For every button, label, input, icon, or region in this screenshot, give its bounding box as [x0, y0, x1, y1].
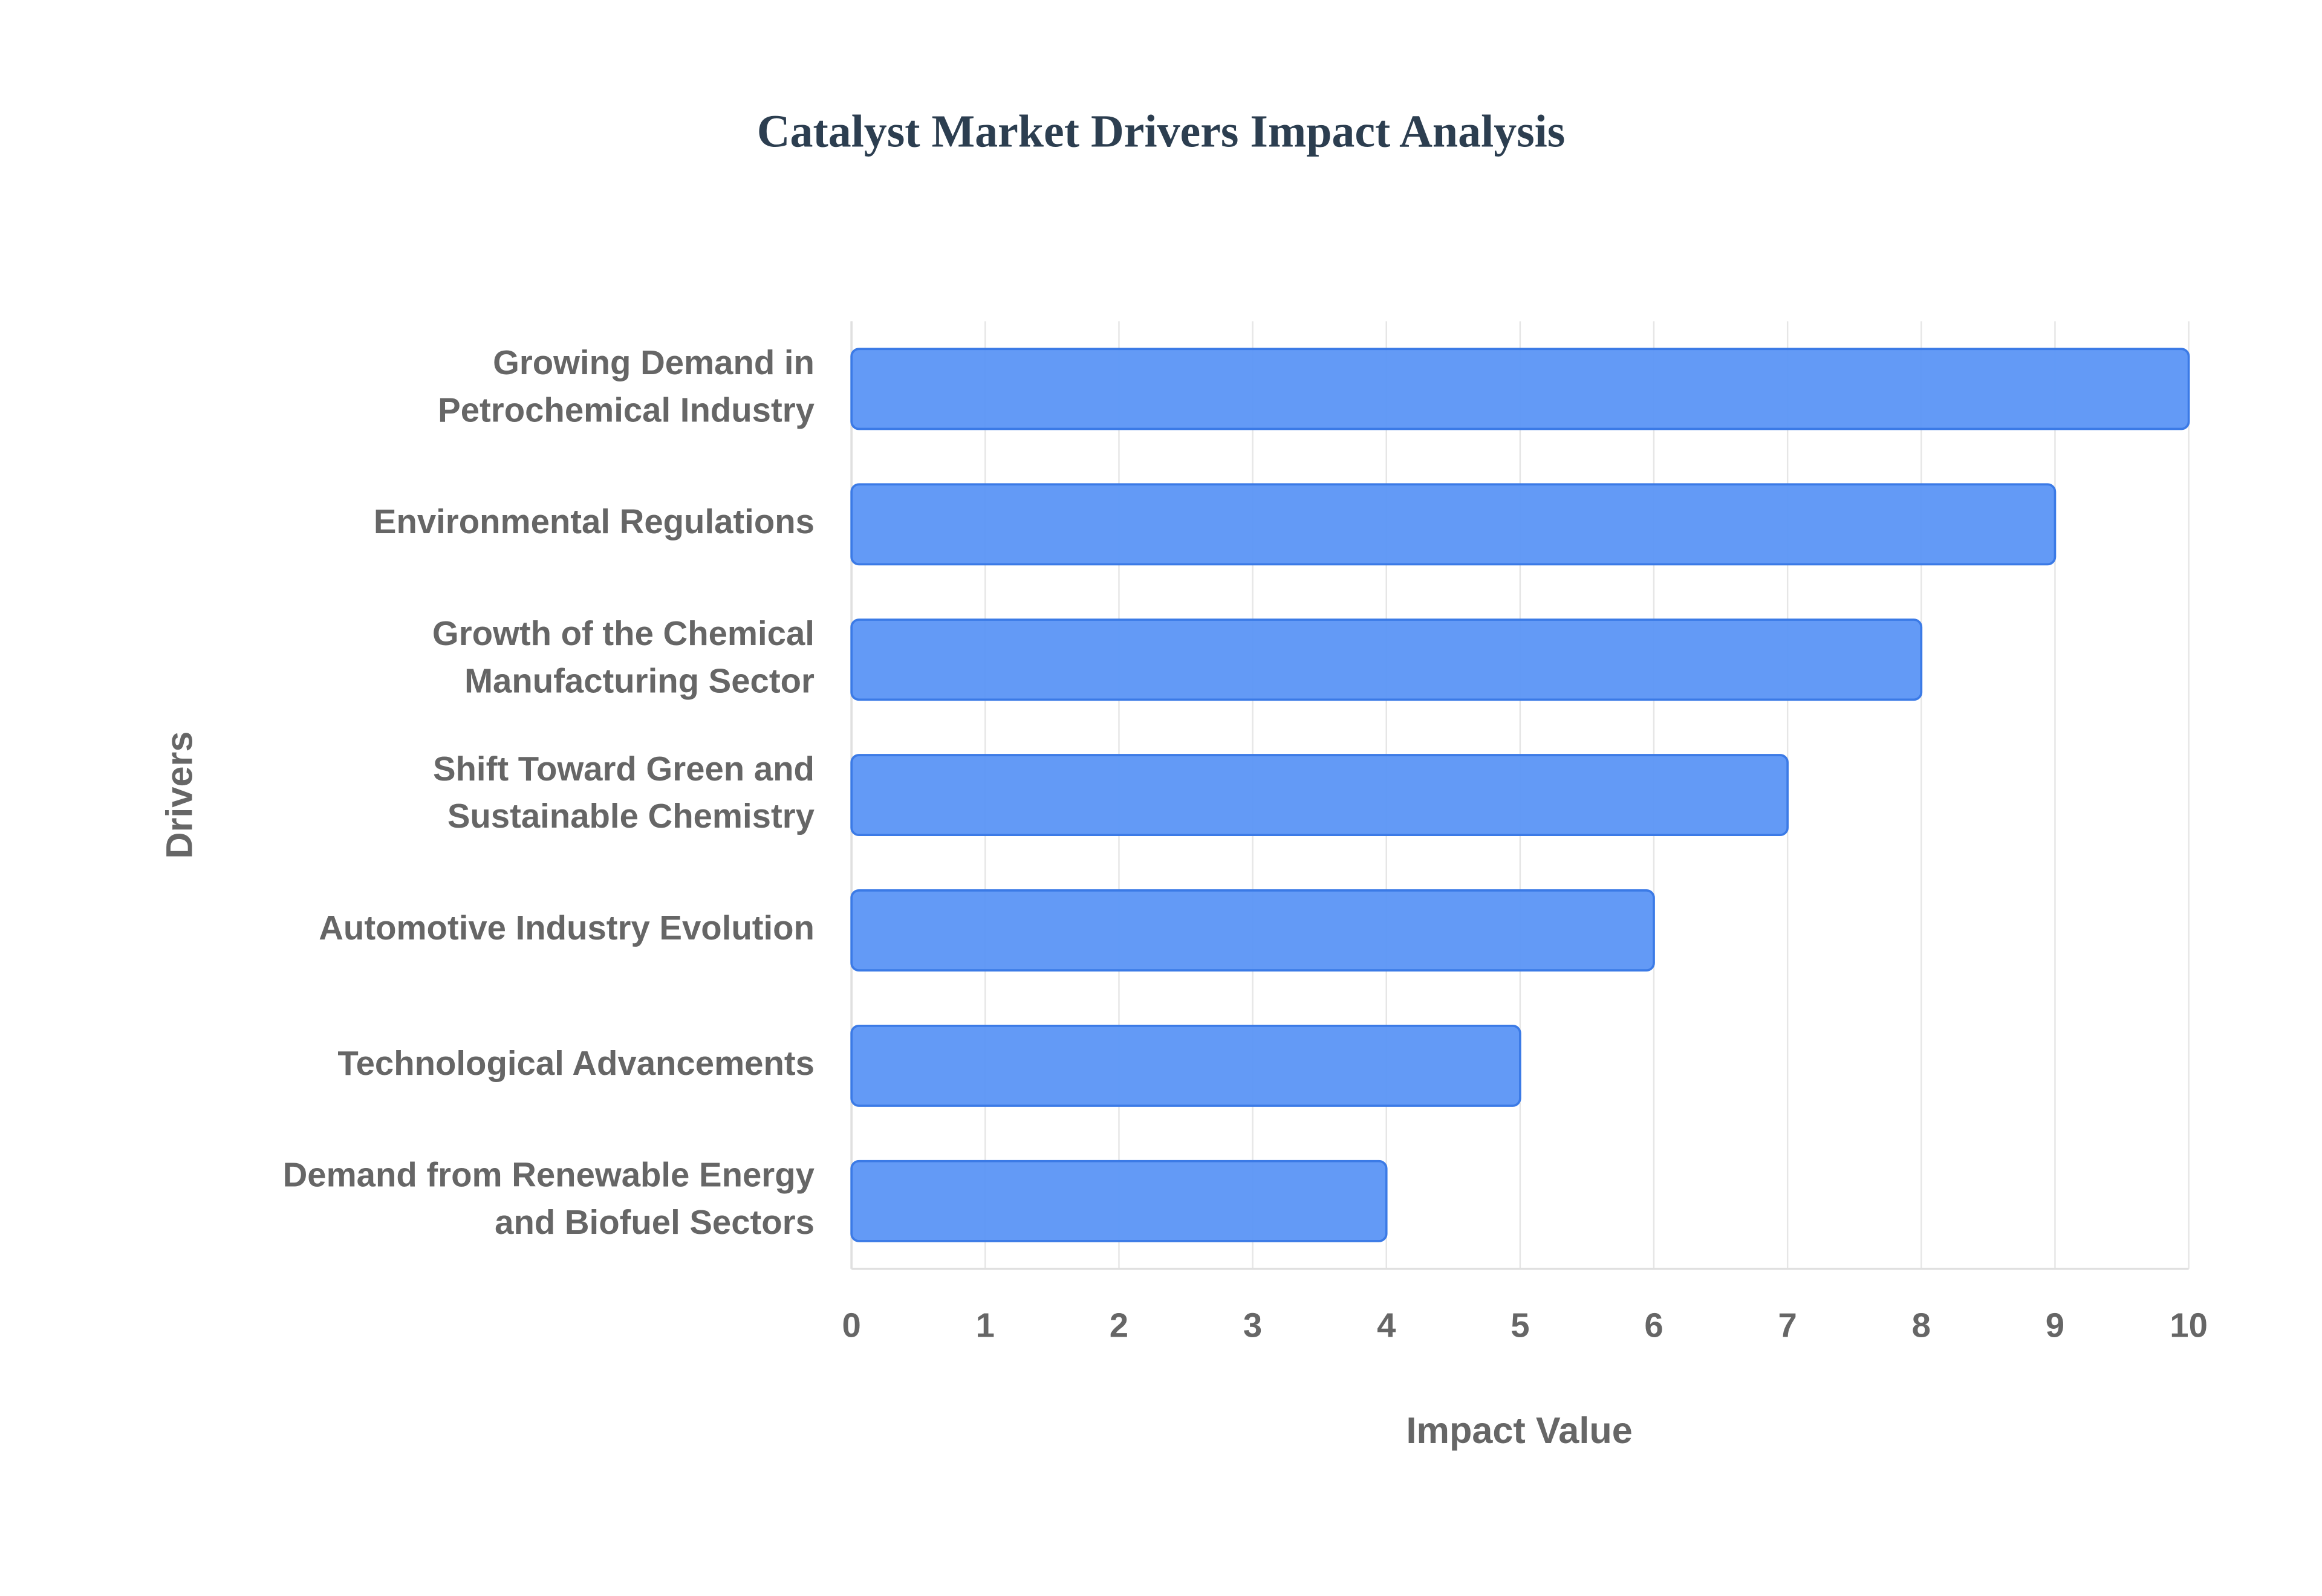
y-tick-label: Demand from Renewable Energy — [283, 1156, 815, 1194]
bar — [850, 1024, 1521, 1107]
x-tick-label: 3 — [1243, 1306, 1262, 1345]
x-axis-label: Impact Value — [1407, 1410, 1633, 1451]
bar — [850, 889, 1655, 972]
y-tick-label: Growth of the Chemical — [432, 614, 815, 652]
y-tick-label: Manufacturing Sector — [464, 661, 815, 699]
chart-title: Catalyst Market Drivers Impact Analysis — [757, 106, 1566, 157]
x-tick-label: 10 — [2170, 1306, 2208, 1345]
y-tick-label: and Biofuel Sectors — [495, 1203, 815, 1241]
y-tick-label: Environmental Regulations — [374, 502, 815, 540]
bar — [850, 348, 2190, 430]
y-axis-label: Drivers — [158, 731, 200, 859]
x-tick-label: 0 — [842, 1306, 860, 1345]
x-tick-label: 4 — [1377, 1306, 1396, 1345]
bar — [850, 754, 1789, 837]
x-tick-label: 9 — [2046, 1306, 2064, 1345]
x-tick-label: 1 — [976, 1306, 995, 1345]
bar — [850, 618, 1923, 701]
y-tick-label: Technological Advancements — [337, 1044, 815, 1082]
x-tick-label: 2 — [1110, 1306, 1128, 1345]
x-tick-label: 6 — [1644, 1306, 1663, 1345]
y-tick-label: Automotive Industry Evolution — [319, 909, 815, 947]
bar — [850, 483, 2057, 566]
x-tick-label: 8 — [1912, 1306, 1931, 1345]
x-tick-label: 5 — [1511, 1306, 1529, 1345]
bar — [850, 1160, 1388, 1242]
y-tick-label: Growing Demand in — [493, 343, 815, 381]
y-tick-label: Sustainable Chemistry — [447, 797, 815, 835]
y-tick-label: Shift Toward Green and — [433, 750, 815, 788]
y-tick-label: Petrochemical Industry — [438, 391, 815, 429]
x-tick-label: 7 — [1778, 1306, 1797, 1345]
